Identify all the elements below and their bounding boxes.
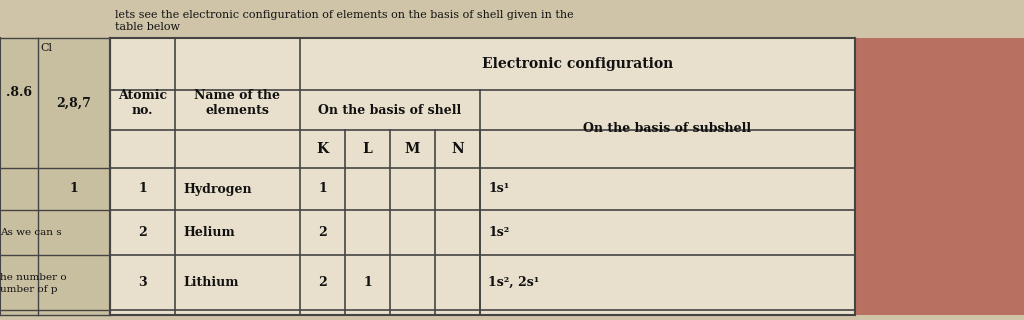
Text: table below: table below: [115, 22, 180, 32]
Text: 1: 1: [70, 182, 79, 196]
Text: Lithium: Lithium: [183, 276, 239, 289]
Text: Atomic
no.: Atomic no.: [118, 89, 167, 117]
Text: 2: 2: [138, 226, 146, 239]
Text: 2: 2: [318, 276, 327, 289]
Text: 1: 1: [138, 182, 146, 196]
Text: 3: 3: [138, 276, 146, 289]
Text: K: K: [316, 142, 329, 156]
Text: N: N: [452, 142, 464, 156]
Text: 1s¹: 1s¹: [488, 182, 509, 196]
Text: 2,8,7: 2,8,7: [56, 97, 91, 109]
Bar: [855, 38, 1024, 315]
Text: he number o: he number o: [0, 273, 67, 282]
Text: L: L: [362, 142, 373, 156]
Bar: [0, 38, 38, 315]
Text: Cl: Cl: [40, 43, 52, 53]
Text: umber of p: umber of p: [0, 285, 57, 294]
Text: Helium: Helium: [183, 226, 234, 239]
Text: On the basis of subshell: On the basis of subshell: [584, 123, 752, 135]
Text: As we can s: As we can s: [0, 228, 61, 237]
Text: 1: 1: [364, 276, 372, 289]
Text: lets see the electronic configuration of elements on the basis of shell given in: lets see the electronic configuration of…: [115, 10, 573, 20]
Text: 1s², 2s¹: 1s², 2s¹: [488, 276, 540, 289]
Text: Hydrogen: Hydrogen: [183, 182, 252, 196]
Text: M: M: [404, 142, 420, 156]
Text: Electronic configuration: Electronic configuration: [482, 57, 673, 71]
Bar: [38, 38, 110, 315]
Text: 1: 1: [318, 182, 327, 196]
Bar: [110, 38, 855, 315]
Text: .8.6: .8.6: [6, 86, 32, 100]
Text: On the basis of shell: On the basis of shell: [318, 103, 462, 116]
Text: 2: 2: [318, 226, 327, 239]
Text: 1s²: 1s²: [488, 226, 509, 239]
Text: Name of the
elements: Name of the elements: [195, 89, 281, 117]
